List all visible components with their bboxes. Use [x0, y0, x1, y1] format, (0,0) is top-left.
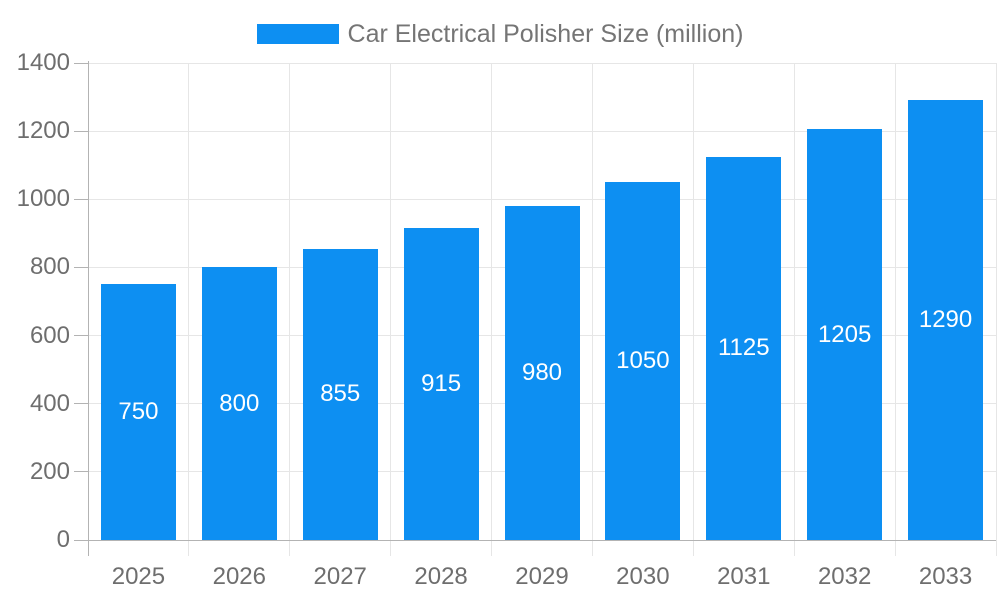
y-gridline — [88, 198, 996, 200]
legend-series-label[interactable]: Car Electrical Polisher Size (million) — [347, 20, 744, 48]
y-gridline — [88, 130, 996, 132]
x-gridline — [591, 63, 593, 540]
x-axis-label: 2030 — [616, 563, 670, 590]
x-axis-label: 2032 — [817, 563, 872, 590]
y-tick — [74, 471, 88, 473]
chart-legend: Car Electrical Polisher Size (million) — [0, 20, 1000, 48]
y-axis-label: 1200 — [16, 117, 70, 145]
y-tick — [74, 403, 88, 405]
x-axis-label: 2033 — [918, 563, 973, 590]
x-gridline — [188, 63, 190, 540]
y-gridline — [88, 62, 996, 64]
y-axis-label: 400 — [29, 389, 70, 417]
y-axis-line — [87, 61, 89, 540]
y-axis-label: 800 — [29, 253, 70, 281]
x-gridline — [491, 63, 493, 540]
x-tick — [894, 540, 896, 556]
y-tick — [74, 539, 88, 541]
y-tick — [74, 62, 88, 64]
x-axis-label: 2031 — [717, 563, 771, 590]
bar-value-label: 855 — [320, 380, 361, 408]
x-axis-label: 2026 — [212, 563, 266, 590]
x-gridline — [793, 63, 795, 540]
x-tick — [591, 540, 593, 556]
bar-2031[interactable]: 1125 — [706, 156, 782, 540]
x-axis-label: 2029 — [515, 563, 569, 590]
bar-2025[interactable]: 750 — [100, 284, 176, 540]
y-tick — [74, 266, 88, 268]
x-gridline — [894, 63, 896, 540]
x-axis-line — [88, 539, 996, 541]
y-axis-label: 200 — [29, 457, 70, 485]
bar-2032[interactable]: 1205 — [807, 129, 883, 540]
x-tick — [692, 540, 694, 556]
y-tick — [74, 335, 88, 337]
bar-2033[interactable]: 1290 — [908, 100, 984, 540]
legend-swatch-icon[interactable] — [256, 24, 339, 44]
bar-value-label: 800 — [219, 389, 260, 417]
bar-value-label: 980 — [521, 359, 563, 387]
y-axis-label: 0 — [56, 526, 70, 553]
x-gridline — [995, 63, 997, 540]
y-axis-label: 600 — [29, 321, 70, 349]
x-tick — [995, 540, 997, 556]
bar-value-label: 750 — [118, 398, 159, 426]
bar-value-label: 1125 — [717, 334, 770, 362]
y-axis-label: 1400 — [16, 49, 70, 76]
bar-2027[interactable]: 855 — [302, 248, 378, 540]
x-tick — [793, 540, 795, 556]
bar-value-label: 1290 — [918, 306, 973, 334]
x-axis-label: 2028 — [414, 563, 468, 590]
x-tick — [87, 540, 89, 556]
bar-value-label: 1050 — [616, 347, 670, 375]
x-axis-label: 2025 — [111, 563, 166, 590]
y-tick — [74, 198, 88, 200]
bar-2028[interactable]: 915 — [403, 228, 479, 540]
x-gridline — [390, 63, 392, 540]
bar-2029[interactable]: 980 — [504, 206, 580, 540]
y-axis-label: 1000 — [16, 185, 70, 213]
x-gridline — [692, 63, 694, 540]
x-tick — [491, 540, 493, 556]
bar-value-label: 915 — [421, 370, 462, 398]
y-tick — [74, 130, 88, 132]
bar-value-label: 1205 — [817, 320, 872, 348]
bar-2026[interactable]: 800 — [201, 267, 277, 540]
x-axis-label: 2027 — [313, 563, 367, 590]
x-gridline — [289, 63, 291, 540]
x-tick — [390, 540, 392, 556]
x-tick — [188, 540, 190, 556]
bar-2030[interactable]: 1050 — [605, 182, 681, 540]
x-tick — [289, 540, 291, 556]
